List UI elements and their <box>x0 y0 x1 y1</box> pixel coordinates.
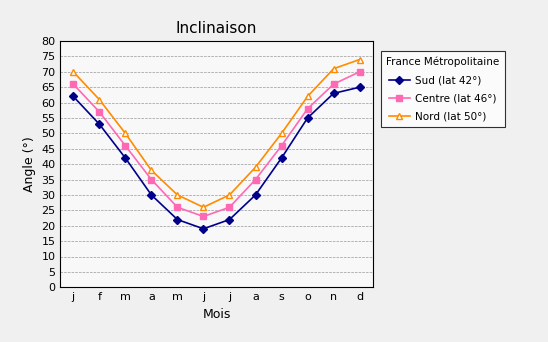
Y-axis label: Angle (°): Angle (°) <box>22 136 36 192</box>
Legend: Sud (lat 42°), Centre (lat 46°), Nord (lat 50°): Sud (lat 42°), Centre (lat 46°), Nord (l… <box>381 51 505 127</box>
Title: Inclinaison: Inclinaison <box>176 21 257 36</box>
X-axis label: Mois: Mois <box>202 308 231 321</box>
